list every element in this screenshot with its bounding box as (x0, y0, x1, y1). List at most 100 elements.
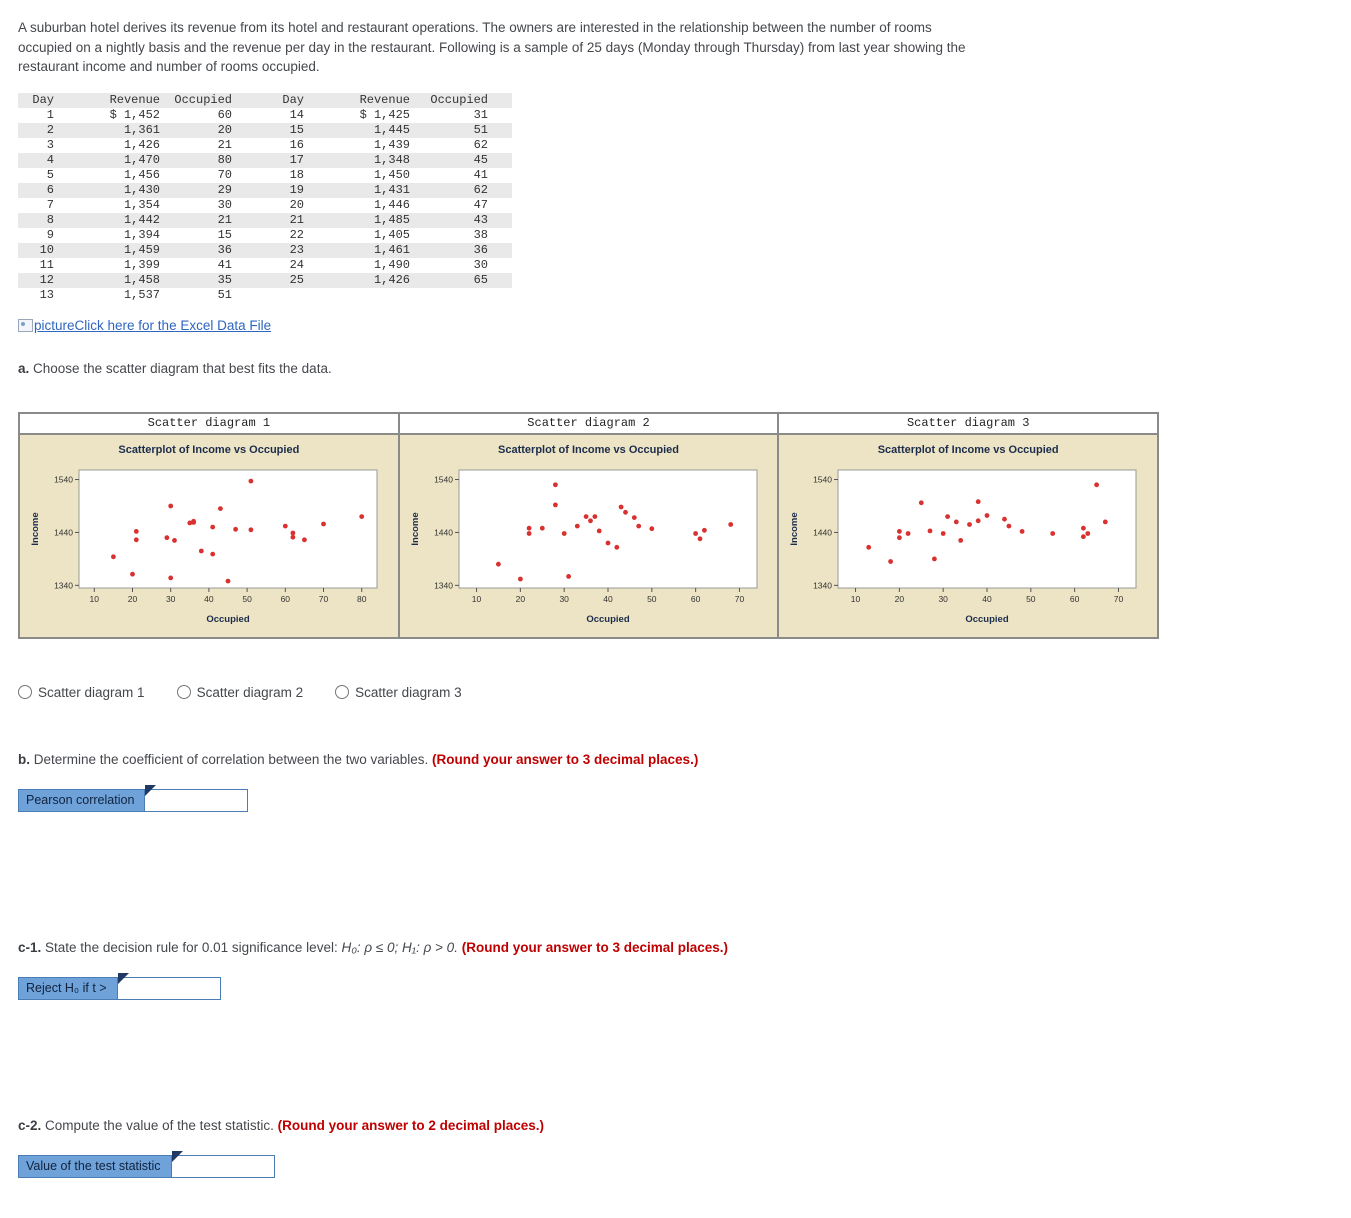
svg-text:50: 50 (647, 594, 657, 604)
table-cell: 11 (39, 258, 54, 273)
test-statistic-label: Value of the test statistic (18, 1154, 172, 1178)
radio-scatter-diagram-1[interactable]: Scatter diagram 1 (18, 685, 145, 700)
radio-scatter-diagram-3[interactable]: Scatter diagram 3 (335, 685, 462, 700)
table-row: 11 1,399 41 24 1,490 30 (18, 258, 512, 273)
scatter-plot-1-title: Scatterplot of Income vs Occupied (118, 443, 300, 456)
section-b-prefix: b. (18, 751, 30, 767)
scatter-plot-2-title: Scatterplot of Income vs Occupied (498, 443, 679, 456)
table-cell: 1,348 (373, 153, 410, 168)
svg-text:60: 60 (690, 594, 700, 604)
table-header-row: Day Revenue Occupied Day Revenue Occupied (18, 92, 512, 108)
table-cell: 29 (217, 183, 232, 198)
svg-text:20: 20 (128, 594, 138, 604)
table-row: 10 1,459 36 23 1,461 36 (18, 242, 512, 258)
table-cell: 2 (46, 123, 54, 138)
section-c2-prefix: c-2. (18, 1117, 42, 1133)
table-cell: 24 (289, 258, 304, 273)
table-header-cell: Occupied (174, 93, 232, 108)
section-a-prefix: a. (18, 360, 30, 376)
table-cell: 36 (473, 243, 488, 258)
section-a: a. Choose the scatter diagram that best … (18, 361, 1333, 376)
svg-text:40: 40 (603, 594, 613, 604)
pearson-correlation-input-wrap (145, 784, 249, 812)
table-cell: 65 (473, 273, 488, 288)
table-cell: 1,470 (123, 153, 160, 168)
table-cell: 41 (217, 258, 232, 273)
problem-statement: A suburban hotel derives its revenue fro… (18, 20, 966, 75)
table-cell (256, 288, 318, 303)
table-cell: 1,458 (123, 273, 160, 288)
decision-rule-row: Reject H₀ if t > (18, 972, 1333, 1000)
table-cell: 18 (289, 168, 304, 183)
table-cell: 15 (217, 228, 232, 243)
test-statistic-input[interactable] (171, 1154, 275, 1178)
table-cell: 60 (217, 108, 232, 123)
svg-text:30: 30 (166, 594, 176, 604)
data-table: Day Revenue Occupied Day Revenue Occupied 1 $ … (18, 92, 512, 303)
section-c2: c-2. Compute the value of the test stati… (18, 1118, 1333, 1133)
table-cell: 7 (46, 198, 54, 213)
decision-rule-label: Reject H₀ if t > (18, 976, 118, 1000)
svg-text:1440: 1440 (54, 527, 73, 537)
radio-label: Scatter diagram 2 (196, 684, 304, 700)
table-cell: 51 (217, 288, 232, 303)
table-row: 5 1,456 70 18 1,450 41 (18, 168, 512, 183)
svg-text:70: 70 (1114, 594, 1124, 604)
excel-link-row: picture Click here for the Excel Data Fil… (18, 318, 1333, 337)
table-row: 13 1,537 51 (18, 288, 512, 303)
table-cell: 1,485 (373, 213, 410, 228)
table-header-cell: Occupied (430, 93, 488, 108)
table-cell: 21 (217, 213, 232, 228)
table-cell: 35 (217, 273, 232, 288)
table-cell: 1,399 (123, 258, 160, 273)
table-cell: 22 (289, 228, 304, 243)
table-cell: 1,450 (373, 168, 410, 183)
svg-text:1440: 1440 (813, 527, 832, 537)
table-row: 6 1,430 29 19 1,431 62 (18, 182, 512, 198)
table-cell: 1 (46, 108, 54, 123)
decision-rule-input[interactable] (117, 976, 221, 1000)
svg-text:1540: 1540 (54, 474, 73, 484)
excel-data-link[interactable]: picture Click here for the Excel Data Fil… (18, 318, 271, 333)
table-cell: 10 (39, 243, 54, 258)
table-cell: 5 (46, 168, 54, 183)
section-c1-text: State the decision rule for 0.01 signifi… (45, 939, 338, 955)
table-cell: 1,426 (123, 138, 160, 153)
table-cell: $ 1,425 (359, 108, 410, 123)
scatter-plot-1: 1340 1440 1540 10 20 30 40 50 60 70 80 Occupied Inco… (29, 462, 389, 631)
table-row: 2 1,361 20 15 1,445 51 (18, 122, 512, 138)
table-cell: 1,446 (373, 198, 410, 213)
svg-text:10: 10 (471, 594, 481, 604)
section-b: b. Determine the coefficient of correlat… (18, 752, 1333, 767)
table-row: 1 $ 1,452 60 14 $ 1,425 31 (18, 108, 512, 123)
table-cell: 15 (289, 123, 304, 138)
svg-text:80: 80 (357, 594, 367, 604)
table-cell: 25 (289, 273, 304, 288)
radio-scatter-diagram-2-input[interactable] (176, 685, 191, 700)
radio-scatter-diagram-3-input[interactable] (335, 685, 350, 700)
table-cell: 36 (217, 243, 232, 258)
table-cell: 12 (39, 273, 54, 288)
svg-text:Income: Income (410, 512, 421, 545)
svg-text:60: 60 (1070, 594, 1080, 604)
radio-scatter-diagram-2[interactable]: Scatter diagram 2 (176, 684, 304, 700)
svg-text:Income: Income (789, 512, 800, 545)
table-cell: 47 (473, 198, 488, 213)
scatter-diagram-1-title: Scatter diagram 1 (20, 413, 398, 435)
scatter-plot-3: 1340 1440 1540 10 20 30 40 50 60 70 Occupied Income (788, 462, 1148, 631)
table-cell: 51 (473, 123, 488, 138)
radio-scatter-diagram-1-input[interactable] (18, 685, 32, 700)
section-c1: c-1. State the decision rule for 0.01 si… (18, 940, 1333, 955)
table-cell: 43 (473, 213, 488, 228)
table-cell: 16 (289, 138, 304, 153)
section-c2-text: Compute the value of the test statistic. (45, 1117, 274, 1133)
table-cell: 21 (217, 138, 232, 153)
svg-text:20: 20 (515, 594, 525, 604)
table-cell: 1,426 (373, 273, 410, 288)
table-cell: 3 (46, 138, 54, 153)
table-cell: 45 (473, 153, 488, 168)
pearson-correlation-input[interactable] (145, 788, 249, 812)
table-cell: 1,431 (373, 183, 410, 198)
table-cell: 1,394 (123, 228, 160, 243)
